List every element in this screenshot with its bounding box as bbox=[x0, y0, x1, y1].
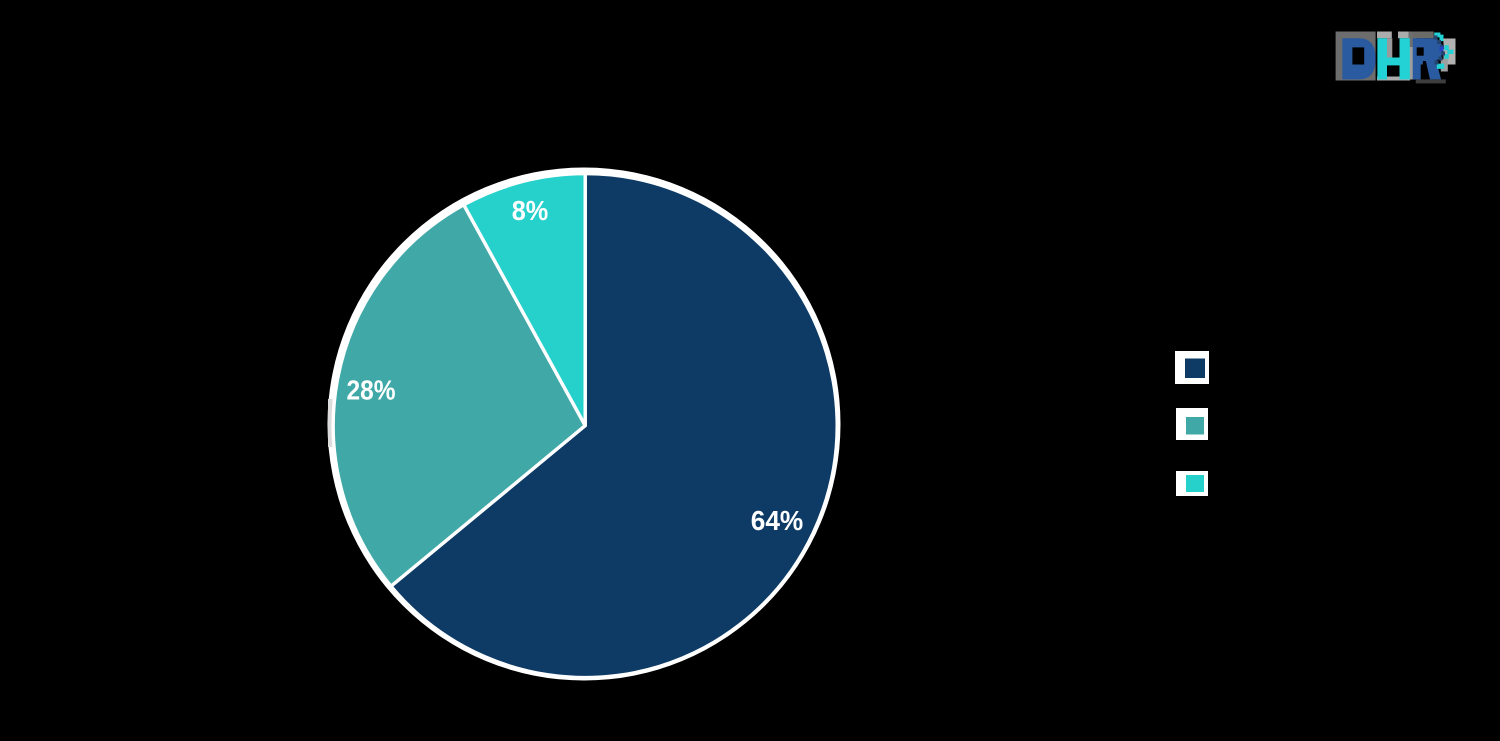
svg-text:64%: 64% bbox=[751, 505, 804, 536]
svg-text:8%: 8% bbox=[512, 195, 549, 226]
svg-text:28%: 28% bbox=[347, 374, 396, 405]
